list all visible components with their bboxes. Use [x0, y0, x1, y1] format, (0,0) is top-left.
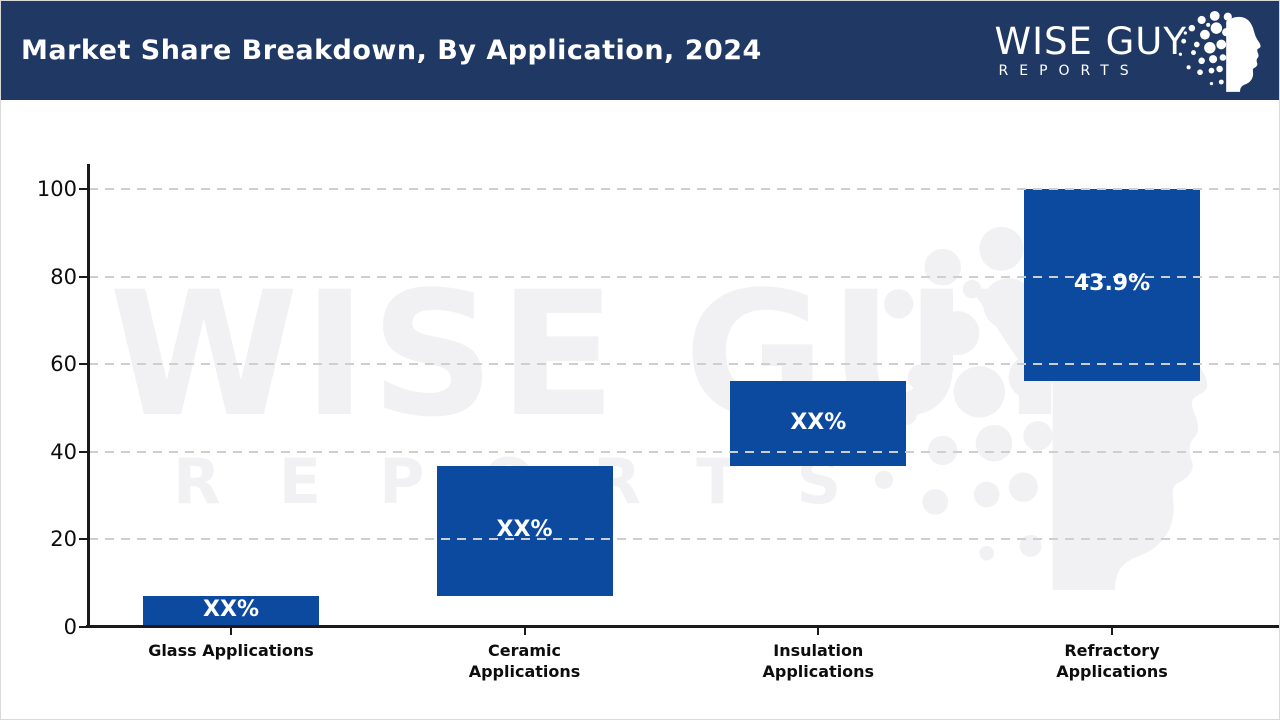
x-axis-tick	[817, 628, 820, 635]
bar-value-label: XX%	[496, 516, 553, 542]
y-tick-label: 100	[36, 177, 77, 201]
y-axis-tick	[79, 188, 88, 190]
category-label: Insulation Applications	[762, 641, 875, 681]
gridline	[89, 538, 1279, 540]
y-tick-label: 40	[50, 439, 77, 464]
logo-text: WISE GUY REPORTS	[994, 20, 1187, 80]
y-axis-tick	[79, 538, 88, 540]
gridline	[89, 363, 1279, 365]
market-share-bar	[436, 465, 613, 596]
market-share-bar	[1024, 189, 1200, 382]
y-axis-tick	[79, 625, 88, 628]
category-label: Refractory Applications	[1056, 641, 1168, 681]
y-tick-label: 80	[50, 264, 77, 289]
category-label: Ceramic Applications	[468, 641, 581, 681]
x-axis-tick	[230, 628, 232, 635]
gridline	[89, 450, 1279, 453]
market-share-bar	[143, 595, 319, 627]
category-label: Glass Applications	[148, 641, 314, 660]
x-axis-line	[86, 625, 1279, 628]
bar-value-label: XX%	[203, 597, 259, 623]
gridline	[89, 188, 1279, 190]
y-axis-tick	[79, 363, 88, 365]
gridline	[89, 275, 1279, 278]
y-axis-line	[87, 164, 90, 627]
x-axis-tick	[1111, 628, 1113, 635]
y-tick-label: 60	[50, 352, 77, 376]
logo-wordmark: WISE GUY	[994, 20, 1187, 63]
bar-value-label: 43.9%	[1073, 271, 1151, 297]
y-tick-label: 0	[63, 614, 77, 639]
header-bar: Market Share Breakdown, By Application, …	[1, 1, 1279, 100]
y-tick-label: 20	[50, 527, 77, 551]
y-axis-tick	[79, 275, 88, 278]
watermark-wordmark: WISE GUY	[109, 254, 1102, 455]
x-axis-tick	[523, 628, 526, 635]
logo-subtext: REPORTS	[998, 63, 1140, 79]
bar-value-label: XX%	[790, 409, 847, 435]
y-axis-tick	[79, 450, 88, 453]
wiseguy-logo: WISE GUY REPORTS	[995, 10, 1267, 92]
chart-title: Market Share Breakdown, By Application, …	[21, 35, 762, 66]
logo-face-icon	[1178, 10, 1261, 92]
